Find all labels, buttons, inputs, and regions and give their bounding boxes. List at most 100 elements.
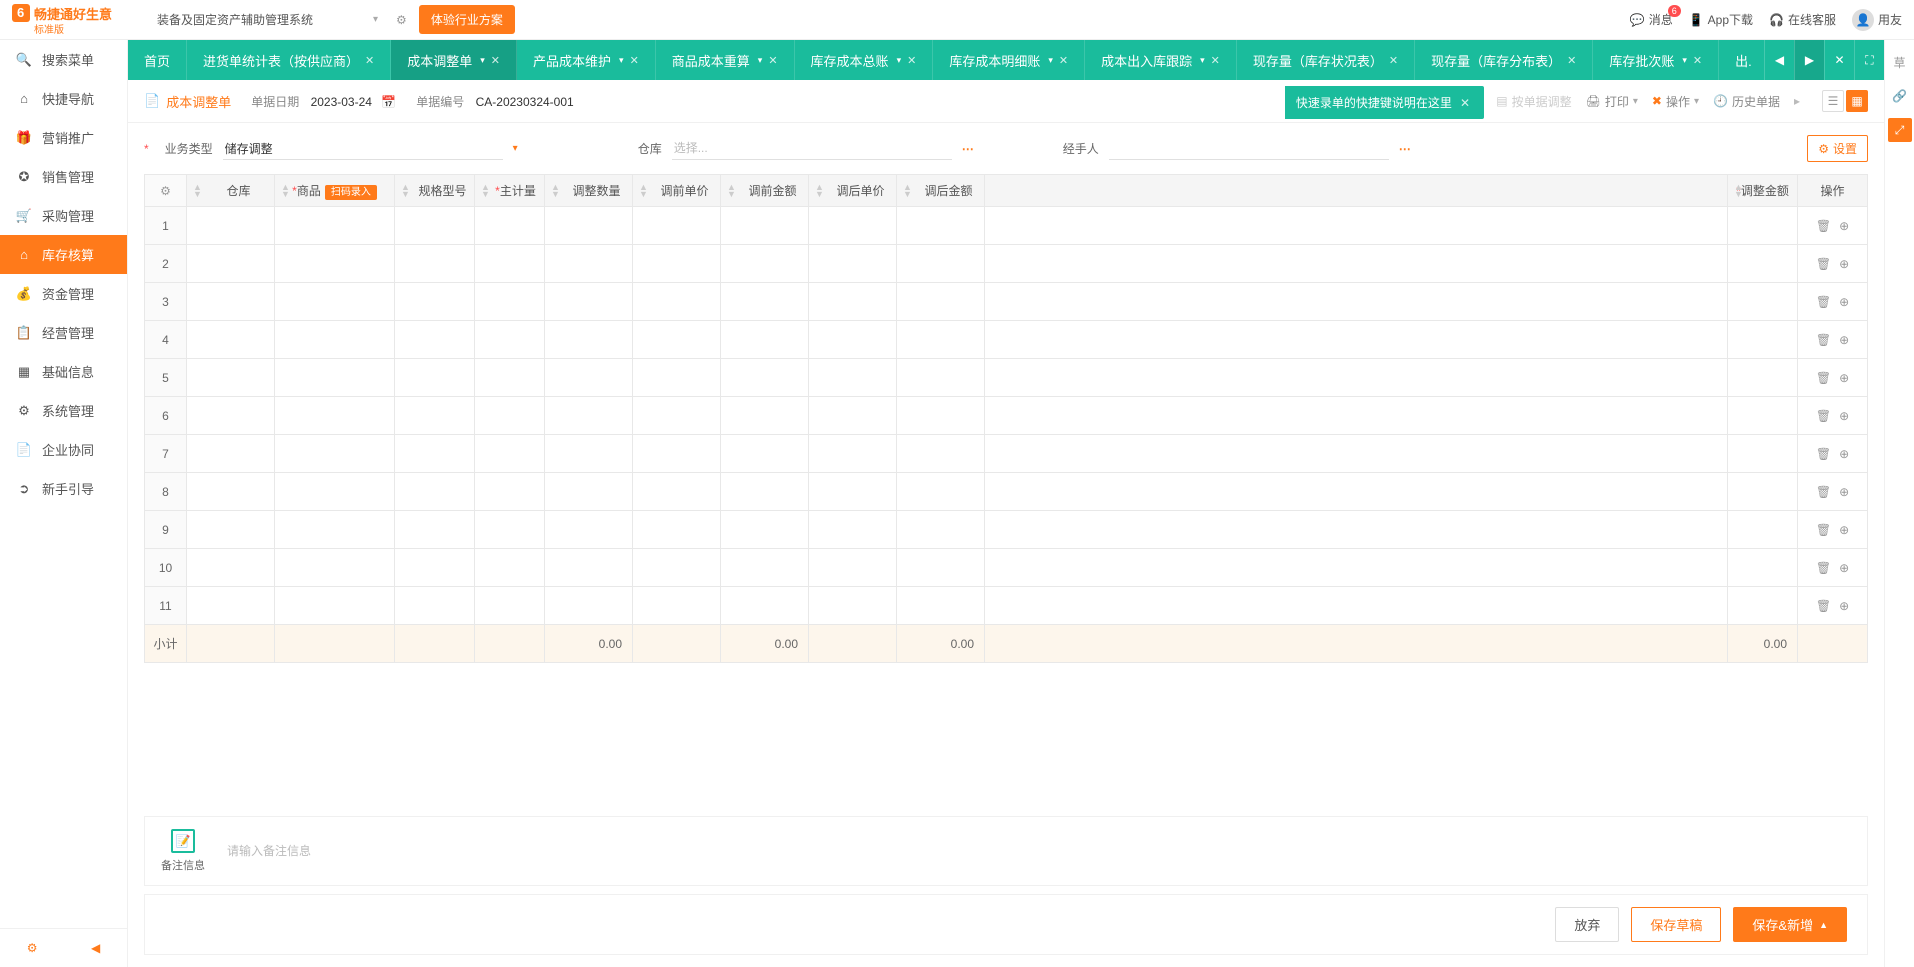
date-value[interactable]: 2023-03-24 <box>311 95 372 109</box>
cell-pre-price[interactable] <box>633 435 721 473</box>
cell-adj-amount[interactable] <box>1728 359 1798 397</box>
sidebar-item[interactable]: ▦基础信息 <box>0 352 127 391</box>
row-add-button[interactable]: ⊕ <box>1839 599 1849 613</box>
row-add-button[interactable]: ⊕ <box>1839 219 1849 233</box>
cell-pre-amount[interactable] <box>721 359 809 397</box>
form-settings-button[interactable]: ⚙ 设置 <box>1807 135 1868 162</box>
cell-post-amount[interactable] <box>897 511 985 549</box>
cell-main-unit[interactable] <box>475 549 545 587</box>
cell-post-amount[interactable] <box>897 473 985 511</box>
handler-lookup-button[interactable]: ⋯ <box>1399 142 1412 156</box>
cell-post-price[interactable] <box>809 397 897 435</box>
col-adj-qty-header[interactable]: ▲▼调整数量 <box>545 175 633 207</box>
cell-adj-amount[interactable] <box>1728 473 1798 511</box>
col-product-header[interactable]: ▲▼*商品扫码录入 <box>275 175 395 207</box>
col-adj-amount-header[interactable]: ▲▼*调整金额 <box>1728 175 1798 207</box>
cell-warehouse[interactable] <box>187 321 275 359</box>
cancel-button[interactable]: 放弃 <box>1555 907 1619 942</box>
cell-product[interactable] <box>275 359 395 397</box>
sidebar-item[interactable]: ⌂库存核算 <box>0 235 127 274</box>
col-pre-amount-header[interactable]: ▲▼调前金额 <box>721 175 809 207</box>
tab[interactable]: 商品成本重算▾✕ <box>656 40 795 80</box>
biz-type-select[interactable] <box>223 137 503 160</box>
tab-close-button[interactable]: ✕ <box>1389 54 1398 67</box>
tab[interactable]: 成本调整单▾✕ <box>391 40 517 80</box>
cell-main-unit[interactable] <box>475 511 545 549</box>
cell-spec[interactable] <box>395 245 475 283</box>
cell-main-unit[interactable] <box>475 397 545 435</box>
cell-warehouse[interactable] <box>187 245 275 283</box>
row-delete-button[interactable]: 🗑 <box>1816 409 1831 423</box>
tab[interactable]: 库存批次账▾✕ <box>1593 40 1719 80</box>
cell-post-amount[interactable] <box>897 245 985 283</box>
sidebar-item[interactable]: ➲新手引导 <box>0 469 127 508</box>
tab-close-button[interactable]: ✕ <box>365 54 374 67</box>
tab-close-button[interactable]: ✕ <box>1211 54 1220 67</box>
cell-pre-price[interactable] <box>633 397 721 435</box>
col-main-unit-header[interactable]: ▲▼*主计量 <box>475 175 545 207</box>
view-mode-grid-button[interactable]: ▦ <box>1846 90 1868 112</box>
cell-main-unit[interactable] <box>475 587 545 625</box>
tab[interactable]: 产品成本维护▾✕ <box>517 40 656 80</box>
by-order-adjust-button[interactable]: ▤按单据调整 <box>1496 93 1571 110</box>
cell-pre-amount[interactable] <box>721 549 809 587</box>
tab-close-button[interactable]: ✕ <box>1059 54 1068 67</box>
row-delete-button[interactable]: 🗑 <box>1816 295 1831 309</box>
cell-pre-price[interactable] <box>633 359 721 397</box>
cell-warehouse[interactable] <box>187 283 275 321</box>
row-delete-button[interactable]: 🗑 <box>1816 599 1831 613</box>
cell-pre-amount[interactable] <box>721 207 809 245</box>
cell-warehouse[interactable] <box>187 207 275 245</box>
row-delete-button[interactable]: 🗑 <box>1816 333 1831 347</box>
row-delete-button[interactable]: 🗑 <box>1816 485 1831 499</box>
cell-spec[interactable] <box>395 587 475 625</box>
col-settings-header[interactable]: ⚙ <box>145 175 187 207</box>
chevron-down-icon[interactable]: ▾ <box>513 143 518 154</box>
cell-warehouse[interactable] <box>187 397 275 435</box>
cell-spec[interactable] <box>395 435 475 473</box>
tab[interactable]: 进货单统计表（按供应商）✕ <box>187 40 391 80</box>
cell-adj-qty[interactable] <box>545 283 633 321</box>
row-add-button[interactable]: ⊕ <box>1839 447 1849 461</box>
tab-close-button[interactable]: ✕ <box>491 54 500 67</box>
tab[interactable]: 现存量（库存状况表）✕ <box>1237 40 1415 80</box>
cell-adj-amount[interactable] <box>1728 511 1798 549</box>
app-download-button[interactable]: 📱 App下载 <box>1689 11 1753 28</box>
cell-post-price[interactable] <box>809 321 897 359</box>
row-delete-button[interactable]: 🗑 <box>1816 523 1831 537</box>
cell-main-unit[interactable] <box>475 435 545 473</box>
cell-post-price[interactable] <box>809 359 897 397</box>
col-post-amount-header[interactable]: ▲▼调后金额 <box>897 175 985 207</box>
row-add-button[interactable]: ⊕ <box>1839 485 1849 499</box>
col-warehouse-header[interactable]: ▲▼仓库 <box>187 175 275 207</box>
tab[interactable]: 成本出入库跟踪▾✕ <box>1085 40 1237 80</box>
sidebar-item[interactable]: ⌂快捷导航 <box>0 79 127 118</box>
warehouse-lookup-button[interactable]: ⋯ <box>962 142 975 156</box>
cell-pre-amount[interactable] <box>721 245 809 283</box>
row-add-button[interactable]: ⊕ <box>1839 371 1849 385</box>
save-draft-button[interactable]: 保存草稿 <box>1631 907 1721 942</box>
rail-draft-button[interactable]: 草 <box>1888 50 1912 74</box>
cell-pre-price[interactable] <box>633 549 721 587</box>
operations-button[interactable]: ✖操作▾ <box>1652 93 1699 110</box>
cell-product[interactable] <box>275 511 395 549</box>
fullscreen-button[interactable]: ⛶ <box>1854 40 1884 80</box>
cell-adj-qty[interactable] <box>545 321 633 359</box>
expand-toolbar-icon[interactable]: ▸ <box>1794 94 1800 108</box>
cell-post-price[interactable] <box>809 435 897 473</box>
cell-warehouse[interactable] <box>187 435 275 473</box>
cell-pre-amount[interactable] <box>721 435 809 473</box>
cell-spec[interactable] <box>395 511 475 549</box>
row-delete-button[interactable]: 🗑 <box>1816 257 1831 271</box>
row-add-button[interactable]: ⊕ <box>1839 409 1849 423</box>
cell-adj-qty[interactable] <box>545 435 633 473</box>
online-service-button[interactable]: 🎧 在线客服 <box>1769 11 1836 28</box>
cell-adj-qty[interactable] <box>545 207 633 245</box>
row-add-button[interactable]: ⊕ <box>1839 257 1849 271</box>
tab[interactable]: 现存量（库存分布表）✕ <box>1415 40 1593 80</box>
user-menu[interactable]: 👤 用友 <box>1852 9 1902 31</box>
row-delete-button[interactable]: 🗑 <box>1816 447 1831 461</box>
row-delete-button[interactable]: 🗑 <box>1816 371 1831 385</box>
tab-scroll-right-button[interactable]: ▶ <box>1794 40 1824 80</box>
cell-product[interactable] <box>275 549 395 587</box>
